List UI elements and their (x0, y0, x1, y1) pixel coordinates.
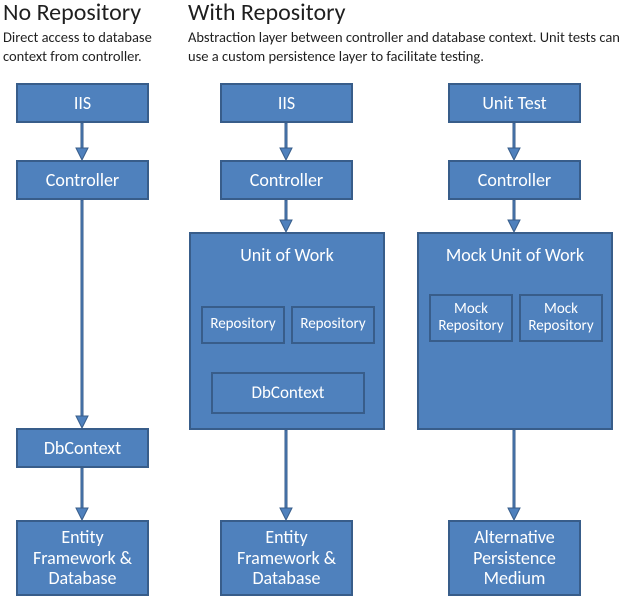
title-left: No Repository (3, 0, 180, 26)
c3-arrow-2 (508, 200, 520, 232)
header-left: No Repository Direct access to database … (3, 0, 180, 71)
c2-iis-box: IIS (220, 83, 353, 123)
c3-muow-title: Mock Unit of Work (419, 234, 611, 272)
c3-alt-label: Alternative Persistence Medium (450, 527, 579, 589)
c3-muow-box: Mock Unit of Work Mock Repository Mock R… (417, 232, 613, 430)
c3-arrow-1 (508, 123, 520, 160)
c1-arrow-3 (76, 468, 88, 520)
c2-repo2-box: Repository (291, 306, 375, 344)
header-right: With Repository Abstraction layer betwee… (188, 0, 633, 71)
c3-repo2-label: Mock Repository (521, 301, 601, 336)
c2-efdb-label: Entity Framework & Database (222, 527, 351, 589)
c3-controller-box: Controller (448, 160, 581, 200)
c1-dbcontext-box: DbContext (16, 428, 149, 468)
c2-repo1-box: Repository (201, 306, 285, 344)
c1-controller-label: Controller (46, 170, 119, 191)
c3-arrow-3 (508, 430, 520, 520)
c1-dbcontext-label: DbContext (44, 438, 121, 459)
c2-dbctx-label: DbContext (251, 383, 324, 403)
c2-arrow-1 (280, 123, 292, 160)
c3-repo1-label: Mock Repository (431, 301, 511, 336)
subtitle-left: Direct access to database context from c… (3, 28, 180, 64)
c3-unit-label: Unit Test (482, 93, 546, 114)
c2-efdb-box: Entity Framework & Database (220, 520, 353, 596)
c2-iis-label: IIS (278, 93, 295, 114)
c2-arrow-3 (280, 430, 292, 520)
c1-arrow-2 (76, 200, 88, 428)
c1-arrow-1 (76, 123, 88, 160)
title-right: With Repository (188, 0, 633, 26)
c2-uow-title: Unit of Work (191, 234, 383, 272)
c3-repo1-box: Mock Repository (429, 294, 513, 342)
c3-unit-box: Unit Test (448, 83, 581, 123)
subtitle-right: Abstraction layer between controller and… (188, 28, 633, 64)
c1-efdb-label: Entity Framework & Database (18, 527, 147, 589)
c2-controller-label: Controller (250, 170, 323, 191)
c2-repo1-label: Repository (210, 316, 275, 333)
c2-controller-box: Controller (220, 160, 353, 200)
c1-iis-box: IIS (16, 83, 149, 123)
c1-iis-label: IIS (74, 93, 91, 114)
c2-arrow-2 (280, 200, 292, 232)
c2-dbctx-box: DbContext (211, 372, 365, 414)
c3-alt-box: Alternative Persistence Medium (448, 520, 581, 596)
c2-repo2-label: Repository (300, 316, 365, 333)
c1-efdb-box: Entity Framework & Database (16, 520, 149, 596)
c1-controller-box: Controller (16, 160, 149, 200)
c2-uow-box: Unit of Work Repository Repository DbCon… (189, 232, 385, 430)
c3-controller-label: Controller (478, 170, 551, 191)
c3-repo2-box: Mock Repository (519, 294, 603, 342)
